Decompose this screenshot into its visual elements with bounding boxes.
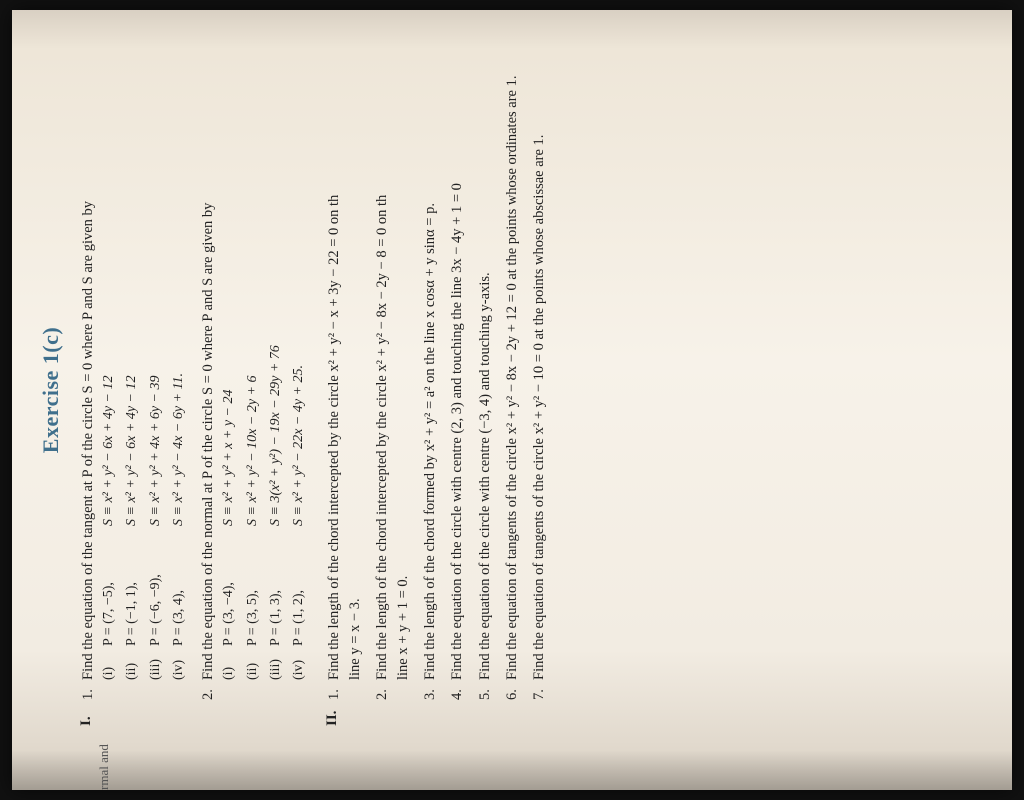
textbook-page: rmal and Exercise 1(c) I.1.Find the equa… [12,10,1012,790]
question: 5.Find the equation of the circle with c… [475,54,496,700]
question-text: Find the length of the chord intercepted… [372,54,414,680]
sub-point: P = (3, −4), [219,526,239,646]
sub-number: (ii) [243,646,263,680]
sub-item: (i)P = (7, −5),S ≡ x² + y² − 6x + 4y − 1… [99,54,119,680]
section-number: I. [78,700,318,726]
sub-equation: S ≡ x² + y² − 4x − 6y + 11. [169,54,189,526]
sub-item: (iii)P = (−6, −9),S ≡ x² + y² + 4x + 6y … [146,54,166,680]
question: 2.Find the length of the chord intercept… [372,54,414,700]
question-text: Find the length of the chord intercepted… [324,54,366,680]
sub-number: (iii) [146,646,166,680]
page-rotation-wrapper: rmal and Exercise 1(c) I.1.Find the equa… [112,0,912,800]
sub-number: (ii) [122,646,142,680]
question: 4.Find the equation of the circle with c… [447,54,468,700]
section: I.1.Find the equation of the tangent at … [78,54,318,726]
sub-point: P = (3, 5), [243,526,263,646]
question: 1.Find the equation of the tangent at P … [78,54,192,700]
question-list: 1.Find the equation of the tangent at P … [78,54,318,700]
question: 7.Find the equation of tangents of the c… [529,54,550,700]
question-text: Find the equation of the circle with cen… [475,54,496,680]
question-number: 2. [372,680,414,700]
question-number: 7. [529,680,550,700]
section: II.1.Find the length of the chord interc… [324,54,555,726]
sub-item: (ii)P = (3, 5),S ≡ x² + y² − 10x − 2y + … [243,54,263,680]
question-body: Find the equation of the circle with cen… [447,54,468,680]
question-number: 5. [475,680,496,700]
sub-item: (iii)P = (1, 3),S ≡ 3(x² + y²) − 19x − 2… [266,54,286,680]
question-text: Find the equation of tangents of the cir… [529,54,550,680]
sub-number: (iii) [266,646,286,680]
sub-point: P = (−6, −9), [146,526,166,646]
question-text: Find the equation of the tangent at P of… [78,54,99,680]
question-body: Find the equation of the normal at P of … [198,54,312,680]
sub-equation: S ≡ x² + y² − 22x − 4y + 25. [289,54,309,526]
sub-number: (iv) [169,646,189,680]
sub-point: P = (3, 4), [169,526,189,646]
question-body: Find the length of the chord formed by x… [420,54,441,680]
question-body: Find the equation of the tangent at P of… [78,54,192,680]
question-text: Find the equation of the circle with cen… [447,54,468,680]
question-body: Find the equation of tangents of the cir… [502,54,523,680]
margin-cutoff-text: rmal and [96,744,112,790]
question-number: 1. [78,680,192,700]
page-content: I.1.Find the equation of the tangent at … [78,54,556,726]
sub-number: (i) [219,646,239,680]
question-number: 3. [420,680,441,700]
sub-item: (i)P = (3, −4),S ≡ x² + y² + x + y − 24 [219,54,239,680]
question-number: 4. [447,680,468,700]
question-number: 1. [324,680,366,700]
sub-point: P = (1, 3), [266,526,286,646]
question: 2.Find the equation of the normal at P o… [198,54,312,700]
sub-item: (ii)P = (−1, 1),S ≡ x² + y² − 6x + 4y − … [122,54,142,680]
question-text: Find the length of the chord formed by x… [420,54,441,680]
sub-equation: S ≡ x² + y² + x + y − 24 [219,54,239,526]
question-number: 2. [198,680,312,700]
question-text: Find the equation of tangents of the cir… [502,54,523,680]
question-body: Find the length of the chord intercepted… [324,54,366,680]
question-body: Find the equation of tangents of the cir… [529,54,550,680]
sub-equation: S ≡ x² + y² − 6x + 4y − 12 [99,54,119,526]
sub-point: P = (−1, 1), [122,526,142,646]
sub-number: (i) [99,646,119,680]
question: 6.Find the equation of tangents of the c… [502,54,523,700]
sub-number: (iv) [289,646,309,680]
sub-item: (iv)P = (3, 4),S ≡ x² + y² − 4x − 6y + 1… [169,54,189,680]
question-number: 6. [502,680,523,700]
sub-equation: S ≡ 3(x² + y²) − 19x − 29y + 76 [266,54,286,526]
sub-equation: S ≡ x² + y² + 4x + 6y − 39 [146,54,166,526]
question-text: Find the equation of the normal at P of … [198,54,219,680]
question-body: Find the length of the chord intercepted… [372,54,414,680]
exercise-title: Exercise 1(c) [38,54,64,726]
section-number: II. [324,700,555,726]
sub-item: (iv)P = (1, 2),S ≡ x² + y² − 22x − 4y + … [289,54,309,680]
sub-point: P = (1, 2), [289,526,309,646]
question: 3.Find the length of the chord formed by… [420,54,441,700]
question-body: Find the equation of the circle with cen… [475,54,496,680]
question: 1.Find the length of the chord intercept… [324,54,366,700]
question-list: 1.Find the length of the chord intercept… [324,54,555,700]
sub-equation: S ≡ x² + y² − 10x − 2y + 6 [243,54,263,526]
sub-equation: S ≡ x² + y² − 6x + 4y − 12 [122,54,142,526]
sub-point: P = (7, −5), [99,526,119,646]
